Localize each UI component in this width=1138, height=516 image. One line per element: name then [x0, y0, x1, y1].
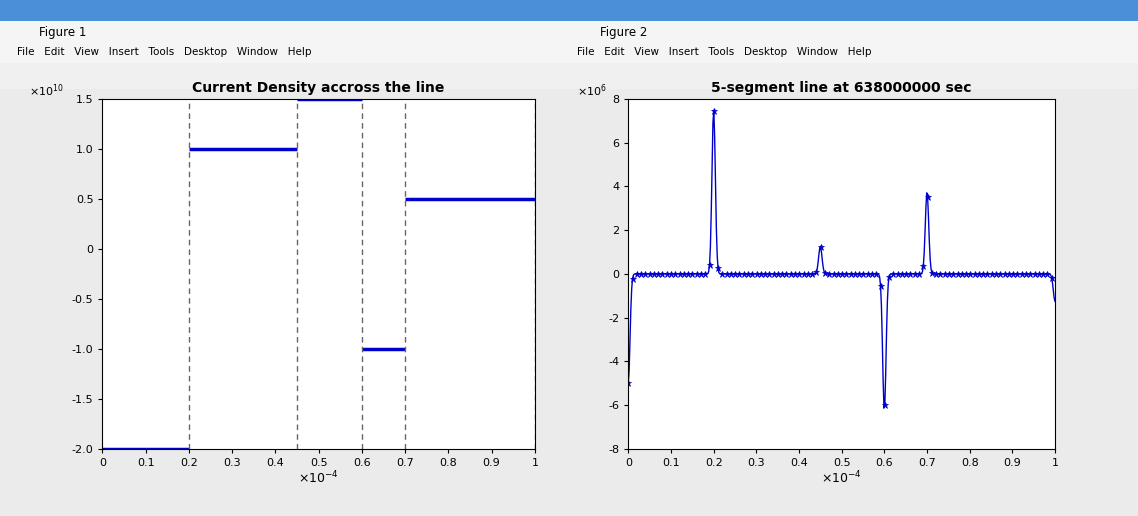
Title: 5-segment line at 638000000 sec: 5-segment line at 638000000 sec [711, 81, 972, 95]
X-axis label: $\times 10^{-4}$: $\times 10^{-4}$ [822, 470, 863, 486]
Text: Figure 1: Figure 1 [39, 26, 86, 39]
X-axis label: $\times 10^{-4}$: $\times 10^{-4}$ [298, 470, 339, 486]
Text: File   Edit   View   Insert   Tools   Desktop   Window   Help: File Edit View Insert Tools Desktop Wind… [577, 46, 872, 57]
Text: File   Edit   View   Insert   Tools   Desktop   Window   Help: File Edit View Insert Tools Desktop Wind… [17, 46, 312, 57]
Text: Figure 2: Figure 2 [601, 26, 648, 39]
Text: $\times 10^{6}$: $\times 10^{6}$ [577, 82, 607, 99]
Text: $\times 10^{10}$: $\times 10^{10}$ [28, 82, 64, 99]
Title: Current Density accross the line: Current Density accross the line [192, 81, 445, 95]
